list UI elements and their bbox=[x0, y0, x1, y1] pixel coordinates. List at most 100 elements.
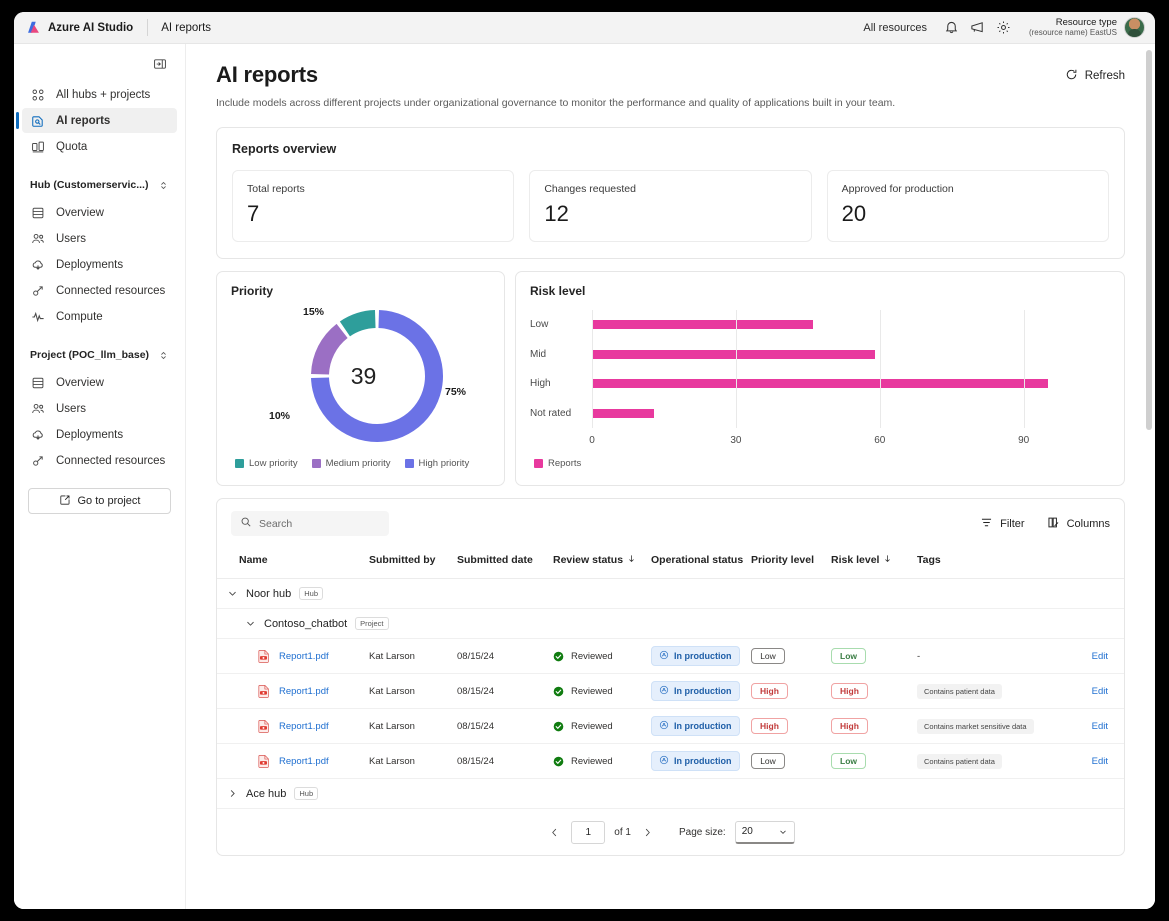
avatar[interactable] bbox=[1124, 17, 1145, 38]
edit-link[interactable]: Edit bbox=[1091, 720, 1108, 732]
page-size-select[interactable]: 20 bbox=[734, 820, 795, 844]
priority-badge: Low bbox=[751, 648, 785, 664]
risk-bar-rows: Low Mid High Not rated bbox=[530, 310, 1110, 428]
risk-bar[interactable] bbox=[592, 379, 1048, 389]
risk-bar-row: Not rated bbox=[530, 399, 1110, 429]
sidebar-group-label: Project (POC_llm_base) bbox=[30, 349, 150, 361]
columns-button[interactable]: Columns bbox=[1047, 516, 1110, 532]
col-priority-level[interactable]: Priority level bbox=[747, 546, 827, 579]
col-submitted-by[interactable]: Submitted by bbox=[365, 546, 453, 579]
col-name[interactable]: Name bbox=[217, 546, 365, 579]
deployments-cloud-icon bbox=[30, 257, 46, 273]
sort-descending-icon bbox=[627, 554, 636, 566]
risk-bar[interactable] bbox=[592, 349, 875, 359]
table-row[interactable]: Report1.pdf Kat Larson 08/15/24 Reviewed… bbox=[217, 673, 1124, 709]
risk-bar-track bbox=[592, 399, 1110, 429]
table-group-row[interactable]: Ace hub Hub bbox=[217, 778, 1124, 809]
cell-actions[interactable]: Edit bbox=[1078, 673, 1124, 709]
chevron-left-icon[interactable] bbox=[546, 824, 562, 840]
table-subgroup-row[interactable]: Contoso_chatbot Project bbox=[217, 608, 1124, 639]
table-row[interactable]: Report1.pdf Kat Larson 08/15/24 Reviewed… bbox=[217, 638, 1124, 674]
cell-actions[interactable]: Edit bbox=[1078, 743, 1124, 779]
search-box[interactable] bbox=[231, 511, 389, 536]
risk-bar[interactable] bbox=[592, 320, 813, 330]
sidebar-item-hub-users[interactable]: Users bbox=[22, 226, 177, 251]
chevron-down-icon[interactable] bbox=[227, 588, 238, 599]
col-submitted-date[interactable]: Submitted date bbox=[453, 546, 549, 579]
collapse-panel-icon[interactable] bbox=[149, 54, 171, 74]
col-risk-level[interactable]: Risk level bbox=[827, 546, 913, 579]
sidebar-item-hub-connected-resources[interactable]: Connected resources bbox=[22, 278, 177, 303]
cell-tags: - bbox=[913, 638, 1078, 674]
edit-link[interactable]: Edit bbox=[1091, 650, 1108, 662]
risk-bar[interactable] bbox=[592, 408, 655, 418]
sidebar-item-hub-overview[interactable]: Overview bbox=[22, 200, 177, 225]
report-link[interactable]: Report1.pdf bbox=[279, 755, 329, 767]
sidebar-item-ai-reports[interactable]: AI reports bbox=[16, 108, 177, 133]
chevron-updown-icon[interactable] bbox=[158, 350, 169, 361]
chevron-right-icon[interactable] bbox=[227, 788, 238, 799]
col-tags[interactable]: Tags bbox=[913, 546, 1078, 579]
user-menu[interactable]: Resource type (resource name) EastUS bbox=[1029, 17, 1145, 39]
sidebar-group-hub[interactable]: Hub (Customerservic...) bbox=[22, 172, 177, 198]
chevron-down-icon[interactable] bbox=[245, 618, 256, 629]
columns-icon bbox=[1047, 516, 1060, 532]
sidebar-item-hub-deployments[interactable]: Deployments bbox=[22, 252, 177, 277]
gridline bbox=[879, 310, 881, 428]
cell-actions[interactable]: Edit bbox=[1078, 638, 1124, 674]
search-input[interactable] bbox=[259, 517, 380, 530]
bell-icon[interactable] bbox=[939, 15, 965, 41]
legend-item[interactable]: Low priority bbox=[235, 458, 298, 469]
legend-item[interactable]: Reports bbox=[534, 458, 581, 469]
group-header[interactable]: Noor hub Hub bbox=[227, 587, 1120, 600]
pdf-file-icon bbox=[257, 684, 271, 698]
subgroup-header[interactable]: Contoso_chatbot Project bbox=[227, 617, 1120, 630]
go-to-project-button[interactable]: Go to project bbox=[28, 488, 171, 514]
settings-gear-icon[interactable] bbox=[991, 15, 1017, 41]
cell-actions[interactable]: Edit bbox=[1078, 708, 1124, 744]
filter-button[interactable]: Filter bbox=[980, 516, 1025, 532]
table-toolbar: Filter Columns bbox=[217, 499, 1124, 546]
table-row[interactable]: Report1.pdf Kat Larson 08/15/24 Reviewed… bbox=[217, 708, 1124, 744]
breadcrumb[interactable]: AI reports bbox=[161, 21, 212, 34]
feedback-icon[interactable] bbox=[965, 15, 991, 41]
col-operational-status[interactable]: Operational status bbox=[647, 546, 747, 579]
col-actions bbox=[1078, 546, 1124, 579]
report-link[interactable]: Report1.pdf bbox=[279, 720, 329, 732]
report-link[interactable]: Report1.pdf bbox=[279, 685, 329, 697]
legend-item[interactable]: Medium priority bbox=[311, 458, 391, 469]
refresh-button[interactable]: Refresh bbox=[1065, 62, 1125, 84]
tag-chip: Contains patient data bbox=[917, 683, 1002, 699]
edit-link[interactable]: Edit bbox=[1091, 685, 1108, 697]
sidebar-group-project[interactable]: Project (POC_llm_base) bbox=[22, 342, 177, 368]
cell-risk-level: High bbox=[827, 708, 913, 744]
sidebar-item-project-connected-resources[interactable]: Connected resources bbox=[22, 448, 177, 473]
cell-name[interactable]: Report1.pdf bbox=[217, 708, 365, 744]
sidebar-item-project-overview[interactable]: Overview bbox=[22, 370, 177, 395]
legend-item[interactable]: High priority bbox=[404, 458, 469, 469]
chevron-updown-icon[interactable] bbox=[158, 180, 169, 191]
pdf-file-icon bbox=[257, 754, 271, 768]
all-resources-link[interactable]: All resources bbox=[863, 21, 927, 34]
group-header[interactable]: Ace hub Hub bbox=[227, 787, 1120, 800]
report-link[interactable]: Report1.pdf bbox=[279, 650, 329, 662]
sidebar-item-project-users[interactable]: Users bbox=[22, 396, 177, 421]
cell-risk-level: Low bbox=[827, 638, 913, 674]
sidebar-item-quota[interactable]: Quota bbox=[22, 134, 177, 159]
sidebar-item-hub-compute[interactable]: Compute bbox=[22, 304, 177, 329]
page-number-input[interactable] bbox=[571, 820, 606, 844]
table-row[interactable]: Report1.pdf Kat Larson 08/15/24 Reviewed… bbox=[217, 743, 1124, 779]
edit-link[interactable]: Edit bbox=[1091, 755, 1108, 767]
cell-submitted-date: 08/15/24 bbox=[453, 673, 549, 709]
cell-submitted-by: Kat Larson bbox=[365, 673, 453, 709]
brand[interactable]: Azure AI Studio bbox=[26, 20, 133, 35]
col-review-status[interactable]: Review status bbox=[549, 546, 647, 579]
table-group-row[interactable]: Noor hub Hub bbox=[217, 578, 1124, 609]
vertical-scrollbar[interactable] bbox=[1146, 50, 1152, 430]
cell-name[interactable]: Report1.pdf bbox=[217, 743, 365, 779]
cell-name[interactable]: Report1.pdf bbox=[217, 638, 365, 674]
chevron-right-icon[interactable] bbox=[640, 824, 656, 840]
sidebar-item-all-hubs-projects[interactable]: All hubs + projects bbox=[22, 82, 177, 107]
sidebar-item-project-deployments[interactable]: Deployments bbox=[22, 422, 177, 447]
cell-name[interactable]: Report1.pdf bbox=[217, 673, 365, 709]
